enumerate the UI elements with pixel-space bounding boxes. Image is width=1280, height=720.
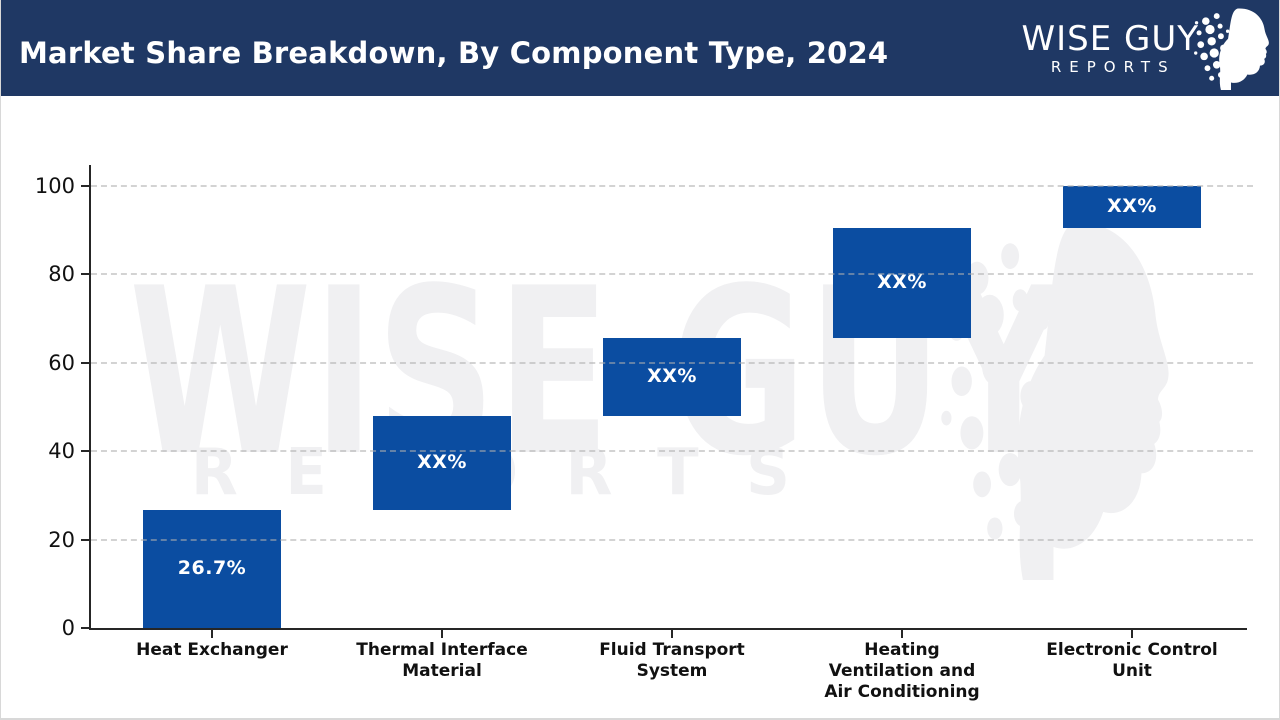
logo-text: WISE GUY REPORTS — [1021, 21, 1199, 76]
category-label-line: System — [636, 661, 708, 681]
y-tick-100 — [81, 185, 89, 187]
y-tick-60 — [81, 361, 89, 364]
logo-wordmark: WISE GUY — [1021, 18, 1199, 59]
page-title: Market Share Breakdown, By Component Typ… — [19, 36, 889, 70]
category-label-line: Electronic Control — [1046, 640, 1218, 660]
y-tick-label-80: 80 — [48, 262, 75, 287]
gridline-20 — [91, 538, 1253, 541]
x-tick-3 — [671, 630, 673, 638]
category-label-5: Electronic Control Unit — [1016, 640, 1248, 682]
category-label-line: Fluid Transport — [599, 640, 745, 660]
x-tick-1 — [211, 630, 213, 638]
gridline-40 — [91, 450, 1253, 453]
wise-guy-logo: WISE GUY REPORTS — [1021, 6, 1275, 90]
category-label-line: Thermal Interface — [356, 640, 528, 660]
category-label-4: Heating Ventilation and Air Conditioning — [786, 640, 1018, 703]
bar-3 — [603, 337, 741, 416]
y-tick-label-40: 40 — [48, 439, 75, 464]
x-tick-5 — [1131, 630, 1133, 638]
category-label-line: Heat Exchanger — [136, 640, 288, 660]
category-label-line: Ventilation and — [828, 661, 976, 681]
bar-4 — [833, 227, 971, 338]
x-axis-spine — [89, 628, 1247, 630]
logo-subtext: REPORTS — [1050, 57, 1176, 76]
y-tick-40 — [81, 450, 89, 453]
category-label-3: Fluid Transport System — [556, 640, 788, 682]
bar-value-label-3: XX% — [647, 364, 697, 387]
y-tick-20 — [81, 538, 89, 541]
bar-value-label-1: 26.7% — [177, 556, 247, 579]
bar-2 — [373, 415, 511, 510]
y-axis-spine — [89, 165, 91, 630]
gridline-100 — [91, 185, 1253, 187]
category-label-line: Unit — [1112, 661, 1152, 681]
logo-head-icon — [1194, 8, 1269, 90]
watermark-head-icon — [941, 222, 1169, 580]
category-label-line: Air Conditioning — [824, 682, 980, 702]
gridline-60 — [91, 361, 1253, 364]
watermark-subtext: REPORTS — [191, 436, 838, 510]
y-tick-0 — [81, 627, 89, 629]
header: Market Share Breakdown, By Component Typ… — [1, 0, 1279, 96]
y-tick-label-20: 20 — [48, 527, 75, 552]
y-tick-label-0: 0 — [61, 616, 75, 640]
bar-1 — [143, 509, 281, 628]
x-tick-2 — [441, 630, 443, 638]
bar-value-label-5: XX% — [1107, 194, 1157, 217]
bar-value-label-2: XX% — [417, 450, 467, 473]
y-tick-label-100: 100 — [34, 174, 75, 198]
y-tick-label-60: 60 — [48, 350, 75, 375]
x-tick-4 — [901, 630, 903, 638]
category-label-line: Heating — [864, 640, 940, 660]
category-label-line: Material — [402, 661, 482, 681]
category-label-1: Heat Exchanger — [96, 640, 328, 661]
bar-5 — [1063, 186, 1201, 228]
gridline-80 — [91, 273, 1253, 276]
bar-value-label-4: XX% — [877, 270, 927, 293]
category-label-2: Thermal Interface Material — [326, 640, 558, 682]
y-tick-80 — [81, 273, 89, 276]
